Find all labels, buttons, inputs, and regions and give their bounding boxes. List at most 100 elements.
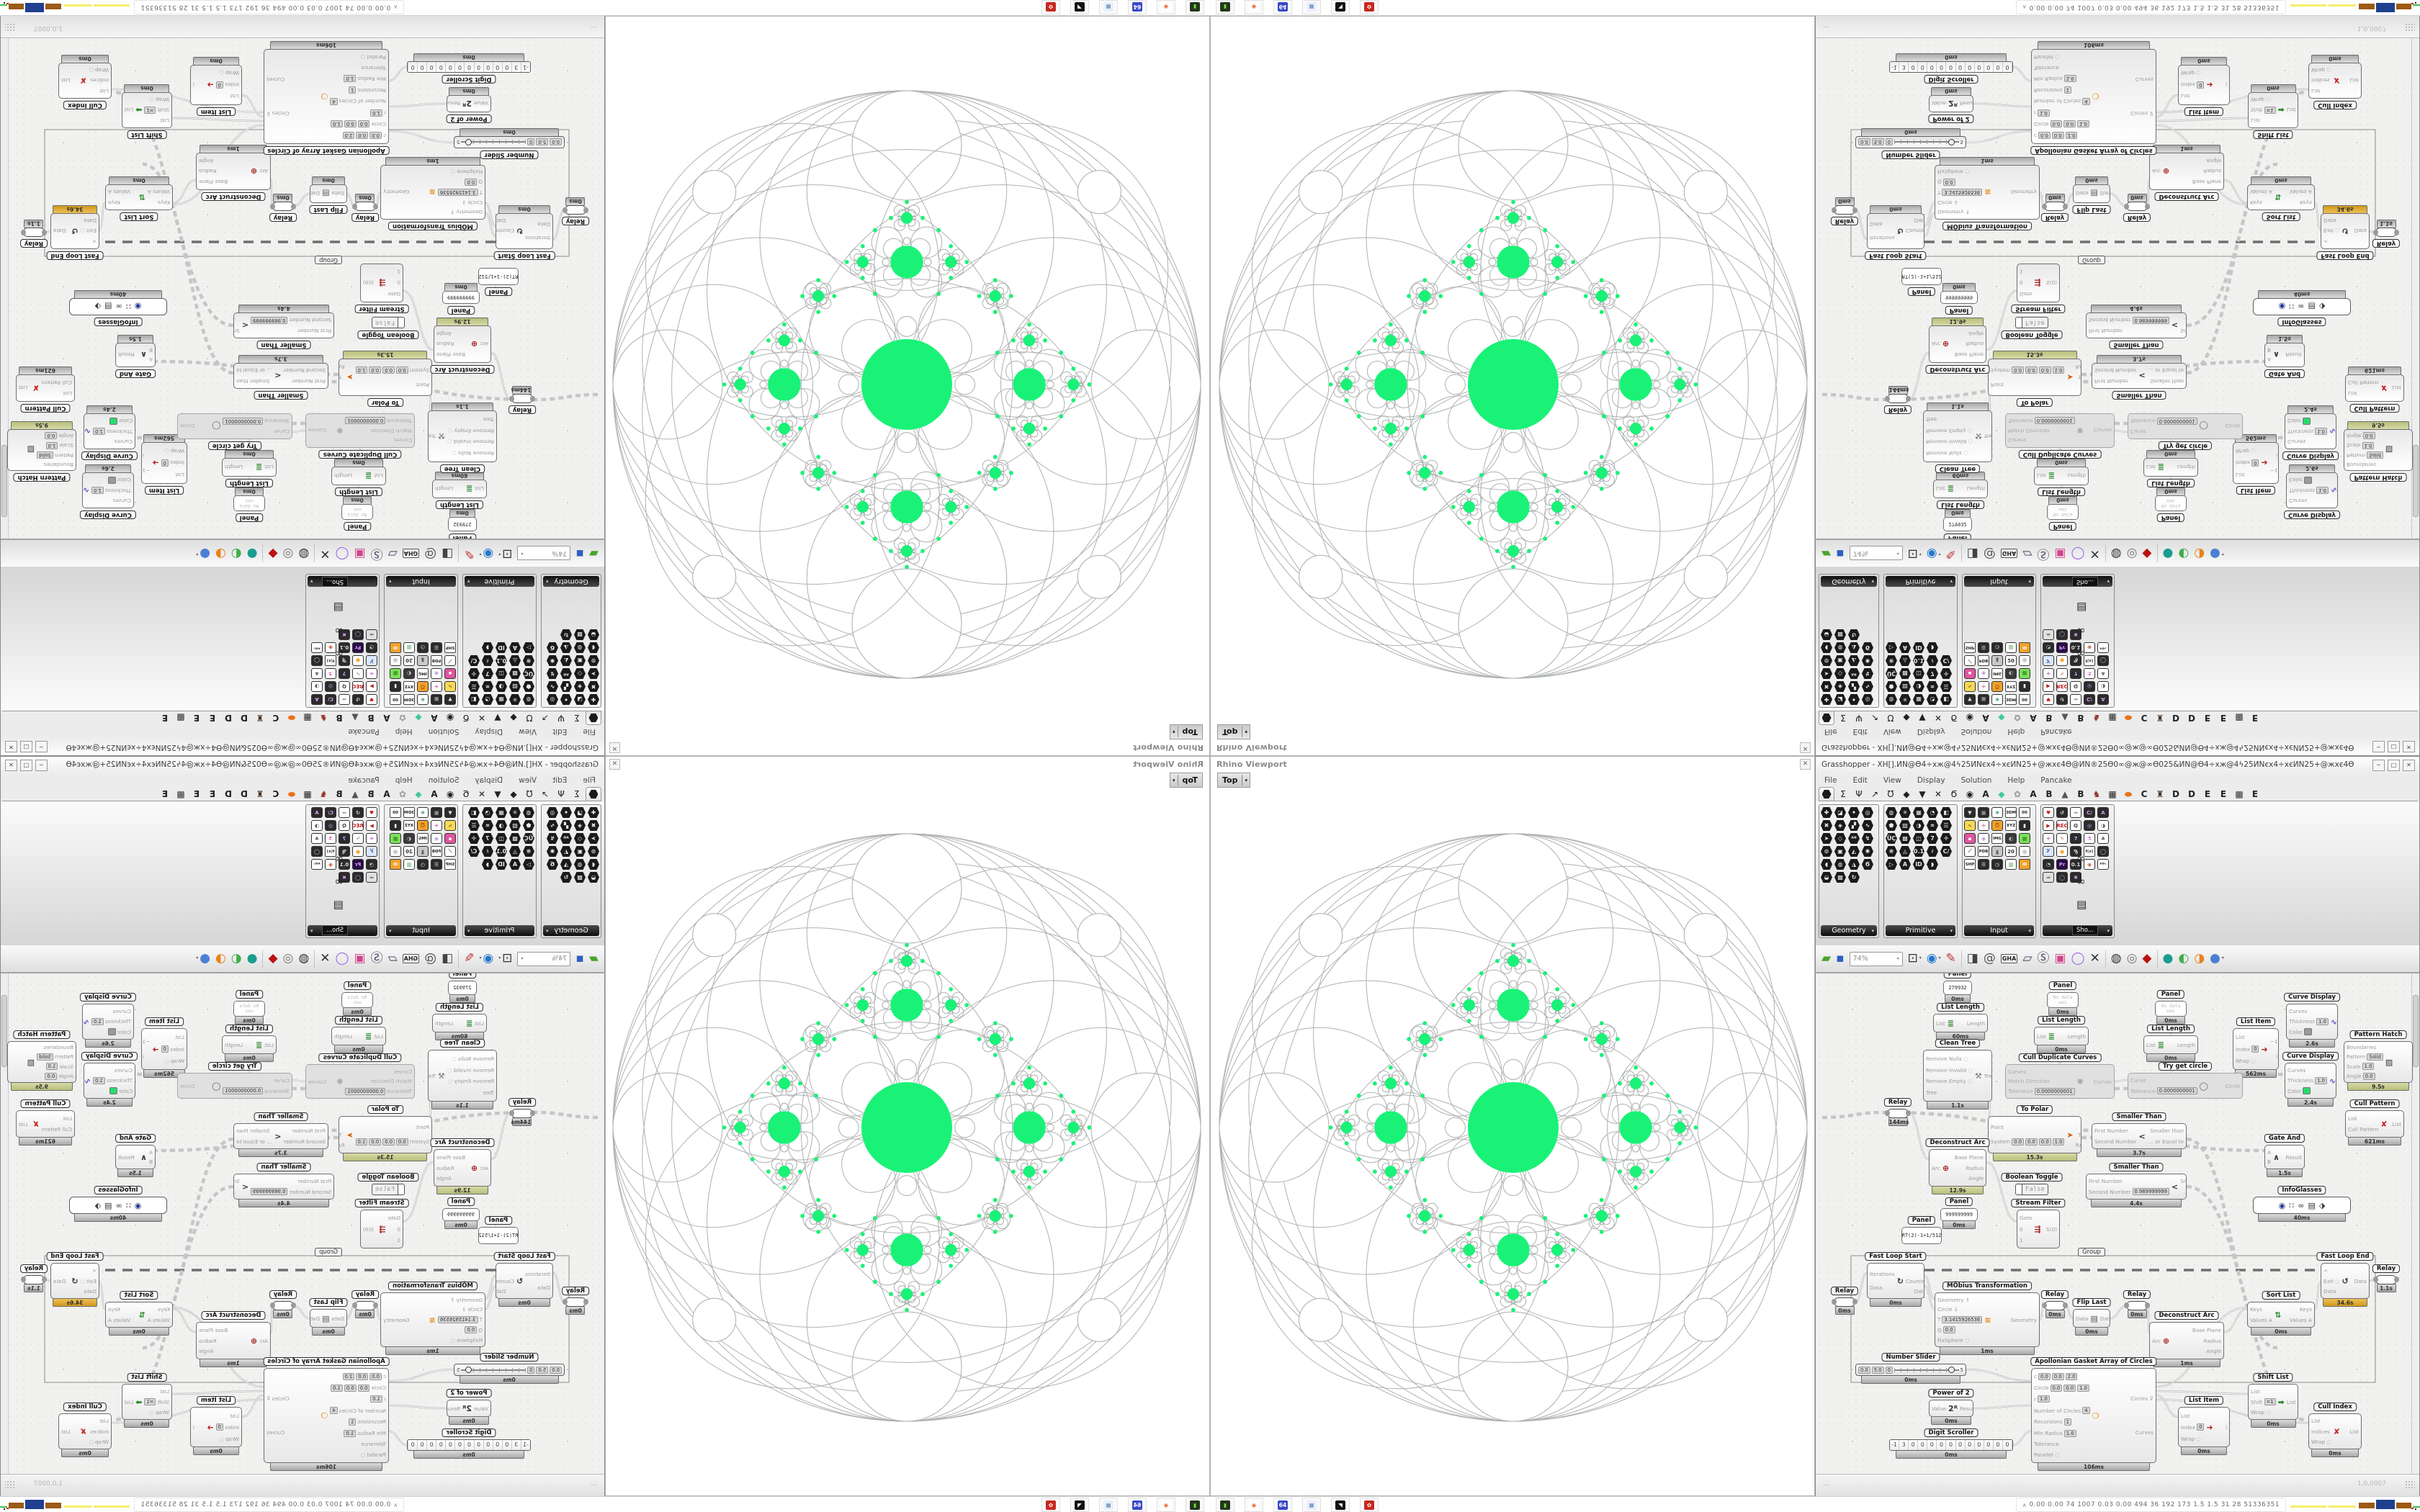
value-box[interactable]: 1.0 xyxy=(344,1429,357,1437)
menu-pancake[interactable]: Pancake xyxy=(2040,727,2072,736)
component-tag-relay[interactable]: Relay xyxy=(19,1264,48,1273)
component-tag-clean-tree[interactable]: Clean Tree xyxy=(1935,1039,1981,1048)
slider-value-box[interactable]: 0.0 xyxy=(1858,1366,1870,1374)
gha-assembly-icon[interactable]: GHA xyxy=(2000,549,2018,558)
value-box[interactable]: =1 xyxy=(144,1398,156,1405)
category-tab[interactable]: ♜ xyxy=(256,713,264,723)
component-tag-panel[interactable]: Panel xyxy=(1907,1216,1936,1225)
close-icon[interactable]: ✕ xyxy=(5,741,17,752)
category-tab[interactable]: ↗ xyxy=(541,789,550,799)
group-label[interactable]: Group xyxy=(2078,1248,2105,1256)
panel-node[interactable]: 279932 xyxy=(1943,981,1972,995)
component-icon[interactable]: ◒ xyxy=(588,629,599,640)
component-icon[interactable]: ◔ xyxy=(2043,859,2054,870)
category-tab[interactable]: A xyxy=(2030,713,2037,723)
component-icon[interactable]: IMG xyxy=(1991,668,2003,679)
slider-value-box[interactable]: 0 xyxy=(527,138,535,146)
panel-node[interactable]: 999999999 xyxy=(1940,1208,1978,1221)
component-tag-cull-duplicate-curves[interactable]: Cull Duplicate Curves xyxy=(2018,1053,2102,1062)
gem-icon[interactable]: ◆ xyxy=(2142,546,2152,561)
component-icon[interactable]: Pr xyxy=(2056,859,2068,870)
open-file-icon[interactable]: ▰ xyxy=(1821,546,1832,561)
digit-cell[interactable]: 0 xyxy=(1937,62,1947,72)
value-box[interactable]: 1.0 xyxy=(45,441,58,449)
component-icon[interactable]: ◑ xyxy=(496,820,507,831)
chevron-up-icon[interactable]: ∧ xyxy=(2022,4,2027,11)
component-gate-and[interactable]: A B ∧ Result xyxy=(115,343,156,367)
component-icon[interactable]: ☰ xyxy=(468,681,480,692)
component-icon[interactable]: Ꭹ xyxy=(2043,655,2054,666)
rhino-app-icon[interactable]: ◥ xyxy=(1331,0,1350,14)
component-tag-list-length[interactable]: List Length xyxy=(225,479,273,487)
preview-wire-icon[interactable]: ● xyxy=(2162,951,2174,966)
component-gate-and[interactable]: A B ∧ Result xyxy=(115,1145,156,1169)
digit-cell[interactable]: -1 xyxy=(1890,1440,1900,1450)
component-tag-curve-display[interactable]: Curve Display xyxy=(2284,510,2340,519)
component-icon[interactable]: ʓ xyxy=(417,846,429,857)
component-icon[interactable]: ◷ xyxy=(1991,859,2003,870)
component-tag-cull-duplicate-curves[interactable]: Cull Duplicate Curves xyxy=(2018,450,2102,459)
component-tag-gate-and[interactable]: Gate And xyxy=(2264,369,2305,378)
rhino-app-icon[interactable]: ◥ xyxy=(1331,1498,1350,1512)
panel-node[interactable]: 279932 xyxy=(448,517,477,531)
sketch-icon[interactable]: ✎ xyxy=(464,951,475,966)
component-icon[interactable]: ID xyxy=(496,642,507,653)
component-tag-deconstruct-arc[interactable]: Deconstruct Arc xyxy=(201,192,266,201)
component-icon[interactable]: ⌗ xyxy=(482,820,493,831)
component-tag-fast-loop-end[interactable]: Fast Loop End xyxy=(2316,251,2374,260)
component-deconstruct-arc[interactable]: Arc ⊕ Base Plane Radius Angle xyxy=(2149,1322,2224,1359)
value-box[interactable]: 0.0000000001 xyxy=(345,417,386,425)
component-tag-apollonian-gasket-array-of-circles[interactable]: Apollonian Gasket Array of Circles xyxy=(263,146,390,155)
component-gate-and[interactable]: A B ∧ Result xyxy=(2264,1145,2305,1169)
color-swatch[interactable] xyxy=(109,1087,117,1095)
component-tag-number-slider[interactable]: Number Slider xyxy=(1881,1353,1940,1362)
category-tab[interactable]: A xyxy=(383,713,390,723)
component-curve-display[interactable]: Curves Thickness 1.0 Color ∿ xyxy=(2286,472,2338,508)
component-sort-list[interactable]: Keys Values A ⇅ Keys Values A xyxy=(105,1302,173,1328)
value-box[interactable]: 1.0 xyxy=(2063,1429,2076,1437)
balloon-icon[interactable]: ◯ xyxy=(2071,951,2085,966)
component-icon[interactable]: A xyxy=(509,859,521,870)
panel-value[interactable]: No data was xyxy=(234,1002,264,1016)
category-tab[interactable]: B xyxy=(367,713,375,723)
component-icon[interactable]: ▩ xyxy=(574,629,586,640)
toggle-box[interactable] xyxy=(398,317,405,328)
toggle-box[interactable] xyxy=(2015,1184,2022,1195)
value-box[interactable]: 1.0 xyxy=(2316,487,2329,495)
category-tab[interactable]: ♜ xyxy=(256,789,264,799)
component-icon[interactable]: ◎ xyxy=(390,846,401,857)
component-icon[interactable]: ▪ xyxy=(1964,833,1976,844)
component-icon[interactable]: ⟋ xyxy=(1964,655,1976,666)
color-swatch[interactable] xyxy=(107,476,116,484)
component-icon[interactable]: PDB xyxy=(431,846,442,857)
panel-value[interactable]: No data was xyxy=(342,993,372,1007)
category-tab[interactable]: ⬬ xyxy=(287,713,296,723)
component-icon[interactable]: ◐ xyxy=(2005,833,2017,844)
category-tab[interactable]: ↗ xyxy=(1870,789,1879,799)
value-box[interactable]: 0.0 xyxy=(2038,132,2051,140)
component-tag-digit-scroller[interactable]: Digit Scroller xyxy=(442,1428,496,1437)
panel-value[interactable]: (SQRT(2)-1+1/512)^1 xyxy=(1901,269,1942,284)
component-icon[interactable]: ✦ xyxy=(560,694,572,705)
digit-cell[interactable]: -1 xyxy=(520,62,530,72)
component-tag-panel[interactable]: Panel xyxy=(2156,513,2185,522)
component-icon[interactable]: 0.1 xyxy=(1913,846,1924,857)
package-icon[interactable]: ▣ xyxy=(354,546,366,561)
gh-canvas[interactable]: Group Panel 279932 0ms List Length List ≣ Lengt… xyxy=(1816,973,2419,1475)
component-icon[interactable]: REC xyxy=(352,681,364,692)
digit-cell[interactable]: 0 xyxy=(436,1440,446,1450)
component-tag-list-length[interactable]: List Length xyxy=(436,500,483,509)
color-swatch[interactable] xyxy=(109,417,117,425)
package-icon[interactable]: ▣ xyxy=(2054,951,2066,966)
component-icon[interactable]: XYZ xyxy=(2005,820,2017,831)
component-pattern-hatch[interactable]: Boundaries Pattern Solid Scale 1.0 Angle 0.0 ▨ xyxy=(7,429,76,471)
component-tag-panel[interactable]: Panel xyxy=(484,287,513,296)
value-box[interactable]: 0.989999999 xyxy=(2132,1188,2169,1195)
category-tab[interactable]: Σ xyxy=(574,713,580,723)
category-tab[interactable]: ♞ xyxy=(2092,789,2101,799)
category-tab[interactable]: E xyxy=(193,789,200,799)
component-fast-loop-end[interactable]: < Exit ◌ Data ↺ Data xyxy=(50,1263,99,1299)
component-icon[interactable]: XYZ xyxy=(403,820,415,831)
component-icon[interactable]: ◎ xyxy=(325,681,336,692)
